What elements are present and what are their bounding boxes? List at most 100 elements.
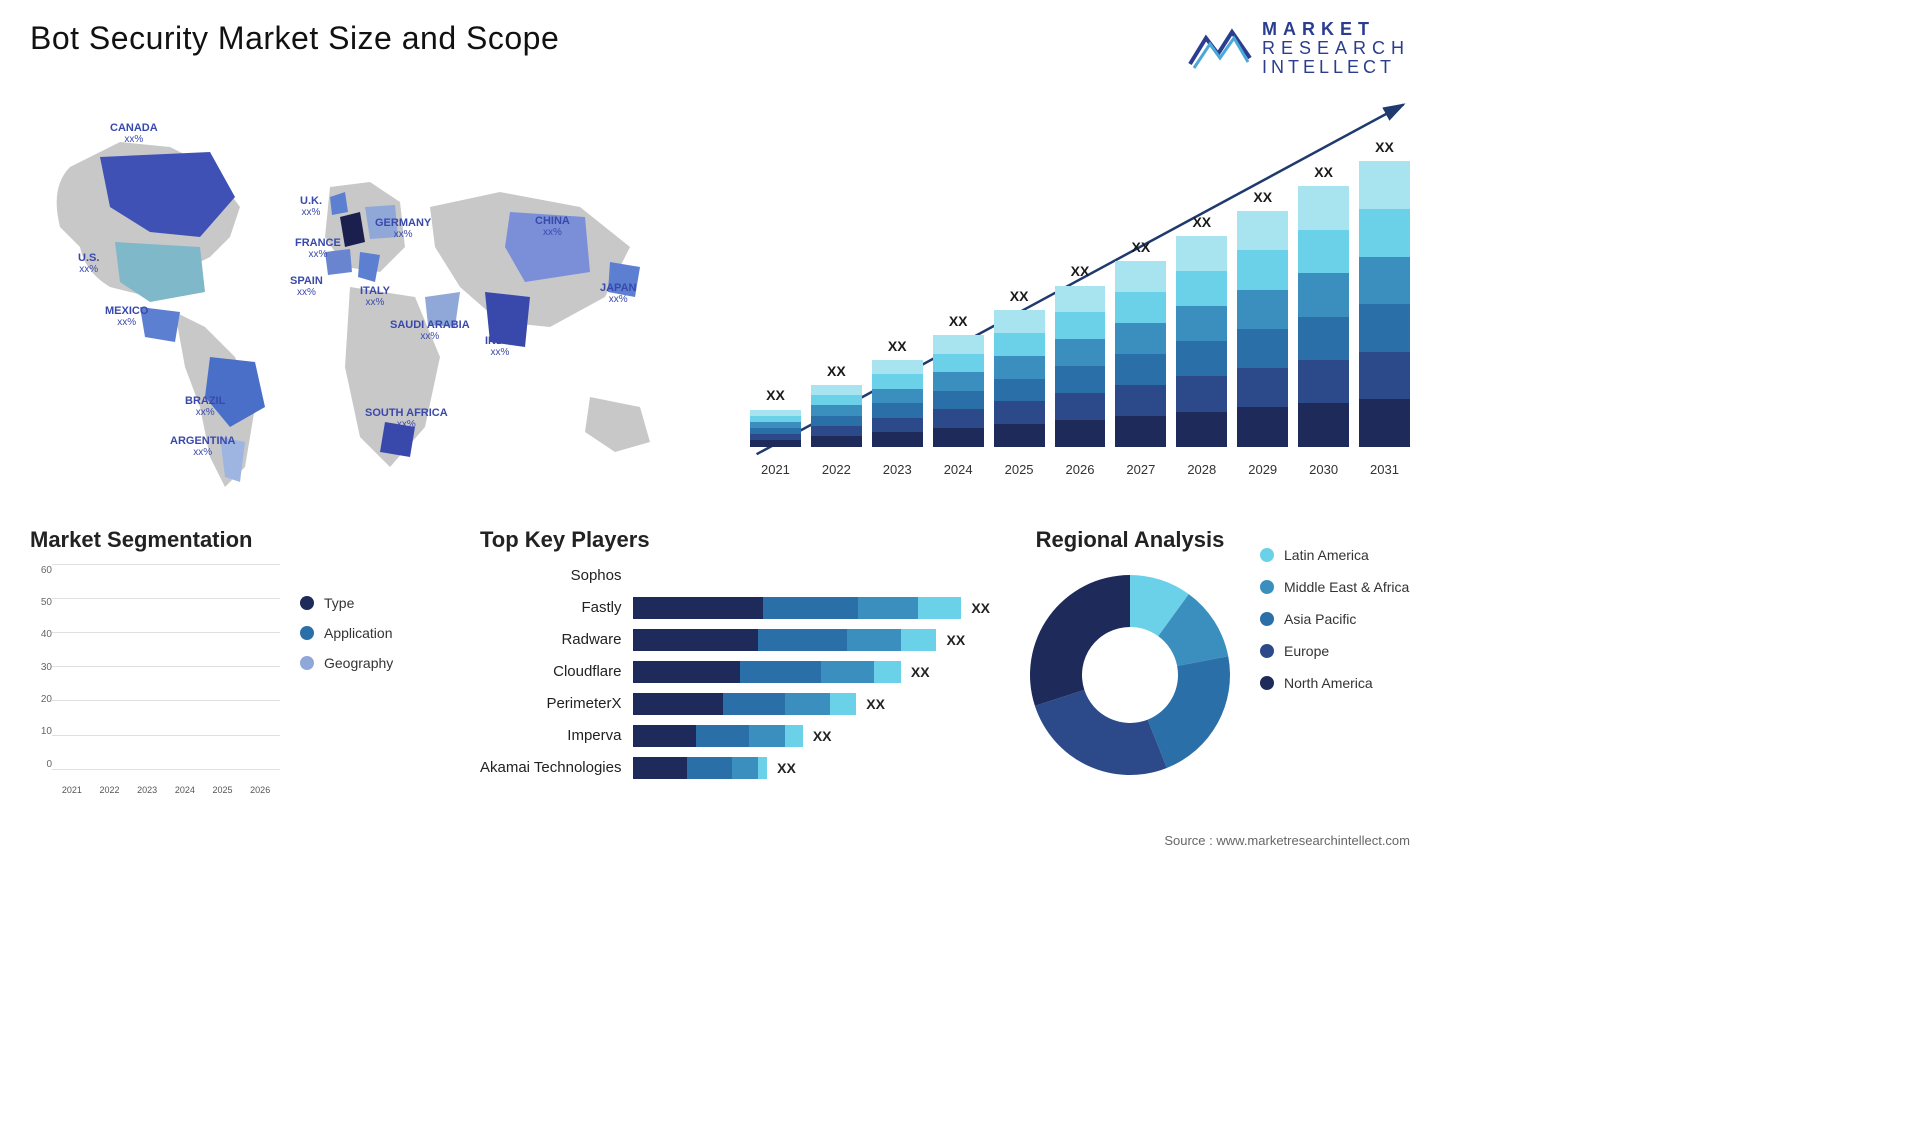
seg-x-label: 2024 bbox=[169, 785, 201, 795]
players-title: Top Key Players bbox=[480, 527, 990, 553]
map-label-canada: CANADAxx% bbox=[110, 122, 158, 146]
growth-bar-2029: XX bbox=[1237, 211, 1288, 447]
donut-slice bbox=[1035, 690, 1167, 775]
map-label-india: INDIAxx% bbox=[485, 335, 515, 359]
legend-label: Asia Pacific bbox=[1284, 611, 1356, 627]
growth-x-label: 2028 bbox=[1176, 462, 1227, 477]
legend-swatch bbox=[300, 656, 314, 670]
legend-label: Europe bbox=[1284, 643, 1329, 659]
regional-title: Regional Analysis bbox=[1020, 527, 1240, 553]
seg-y-tick: 10 bbox=[30, 726, 52, 737]
map-label-germany: GERMANYxx% bbox=[375, 217, 431, 241]
legend-swatch bbox=[1260, 644, 1274, 658]
seg-x-label: 2022 bbox=[94, 785, 126, 795]
map-label-japan: JAPANxx% bbox=[600, 282, 636, 306]
map-label-brazil: BRAZILxx% bbox=[185, 395, 225, 419]
growth-bar-2022: XX bbox=[811, 385, 862, 447]
players-chart: XXXXXXXXXXXX bbox=[633, 565, 990, 779]
player-bar-row: XX bbox=[633, 693, 990, 715]
player-label: Radware bbox=[561, 629, 621, 651]
growth-x-label: 2026 bbox=[1055, 462, 1106, 477]
donut-slice bbox=[1030, 575, 1130, 706]
growth-bar-value: XX bbox=[1298, 164, 1349, 180]
player-bar-value: XX bbox=[777, 760, 796, 776]
growth-bar-value: XX bbox=[811, 363, 862, 379]
growth-x-label: 2029 bbox=[1237, 462, 1288, 477]
growth-bar-2026: XX bbox=[1055, 285, 1106, 446]
growth-x-label: 2031 bbox=[1359, 462, 1410, 477]
player-bar-row: XX bbox=[633, 629, 990, 651]
legend-swatch bbox=[1260, 580, 1274, 594]
regional-legend-item: Middle East & Africa bbox=[1260, 579, 1409, 595]
growth-bar-value: XX bbox=[750, 387, 801, 403]
player-bar-value: XX bbox=[971, 600, 990, 616]
growth-bar-2025: XX bbox=[994, 310, 1045, 446]
growth-bar-2028: XX bbox=[1176, 236, 1227, 447]
player-label: PerimeterX bbox=[546, 693, 621, 715]
player-label: Imperva bbox=[567, 725, 621, 747]
logo-line-3: INTELLECT bbox=[1262, 58, 1410, 77]
seg-legend-item: Application bbox=[300, 625, 393, 641]
regional-legend-item: Europe bbox=[1260, 643, 1409, 659]
seg-y-tick: 30 bbox=[30, 662, 52, 673]
legend-label: Application bbox=[324, 625, 393, 641]
legend-label: Geography bbox=[324, 655, 393, 671]
brand-logo: MARKET RESEARCH INTELLECT bbox=[1188, 20, 1410, 77]
growth-chart: XXXXXXXXXXXXXXXXXXXXXX 20212022202320242… bbox=[750, 97, 1410, 477]
map-label-saudi-arabia: SAUDI ARABIAxx% bbox=[390, 319, 470, 343]
source-attribution: Source : www.marketresearchintellect.com bbox=[1164, 833, 1410, 848]
map-label-south-africa: SOUTH AFRICAxx% bbox=[365, 407, 448, 431]
logo-line-2: RESEARCH bbox=[1262, 39, 1410, 58]
seg-legend-item: Geography bbox=[300, 655, 393, 671]
growth-bar-value: XX bbox=[1055, 263, 1106, 279]
regional-legend-item: North America bbox=[1260, 675, 1409, 691]
seg-legend-item: Type bbox=[300, 595, 393, 611]
player-label: Sophos bbox=[571, 565, 622, 587]
map-label-italy: ITALYxx% bbox=[360, 285, 390, 309]
page-title: Bot Security Market Size and Scope bbox=[30, 20, 559, 57]
regional-legend-item: Asia Pacific bbox=[1260, 611, 1409, 627]
growth-bar-2024: XX bbox=[933, 335, 984, 447]
map-label-france: FRANCExx% bbox=[295, 237, 341, 261]
map-label-spain: SPAINxx% bbox=[290, 275, 323, 299]
growth-bar-value: XX bbox=[1237, 189, 1288, 205]
seg-x-label: 2025 bbox=[207, 785, 239, 795]
regional-legend: Latin America Middle East & Africa Asia Pa… bbox=[1260, 527, 1409, 795]
seg-x-label: 2023 bbox=[131, 785, 163, 795]
growth-bar-2021: XX bbox=[750, 409, 801, 446]
legend-label: North America bbox=[1284, 675, 1373, 691]
growth-x-label: 2027 bbox=[1115, 462, 1166, 477]
segmentation-legend: Type Application Geography bbox=[300, 565, 393, 795]
map-label-china: CHINAxx% bbox=[535, 215, 570, 239]
growth-bar-value: XX bbox=[1359, 139, 1410, 155]
segmentation-title: Market Segmentation bbox=[30, 527, 450, 553]
seg-x-label: 2026 bbox=[244, 785, 276, 795]
legend-swatch bbox=[1260, 612, 1274, 626]
regional-legend-item: Latin America bbox=[1260, 547, 1409, 563]
growth-x-label: 2025 bbox=[994, 462, 1045, 477]
legend-label: Middle East & Africa bbox=[1284, 579, 1409, 595]
map-label-u-s-: U.S.xx% bbox=[78, 252, 99, 276]
segmentation-chart: 0102030405060 202120222023202420252026 bbox=[30, 565, 280, 795]
player-bar-row: XX bbox=[633, 597, 990, 619]
growth-bar-value: XX bbox=[872, 338, 923, 354]
growth-x-label: 2024 bbox=[933, 462, 984, 477]
player-bar-value: XX bbox=[947, 632, 966, 648]
legend-swatch bbox=[300, 596, 314, 610]
seg-y-tick: 20 bbox=[30, 694, 52, 705]
growth-bar-2031: XX bbox=[1359, 161, 1410, 446]
seg-y-tick: 60 bbox=[30, 565, 52, 576]
map-label-mexico: MEXICOxx% bbox=[105, 305, 148, 329]
growth-bar-2023: XX bbox=[872, 360, 923, 447]
player-label: Cloudflare bbox=[553, 661, 621, 683]
player-label: Fastly bbox=[581, 597, 621, 619]
player-bar-row: XX bbox=[633, 661, 990, 683]
legend-label: Type bbox=[324, 595, 354, 611]
legend-label: Latin America bbox=[1284, 547, 1369, 563]
player-bar-value: XX bbox=[866, 696, 885, 712]
seg-y-tick: 50 bbox=[30, 597, 52, 608]
growth-x-label: 2022 bbox=[811, 462, 862, 477]
growth-bar-2027: XX bbox=[1115, 261, 1166, 447]
player-bar-row bbox=[633, 565, 990, 587]
logo-icon bbox=[1188, 24, 1252, 72]
